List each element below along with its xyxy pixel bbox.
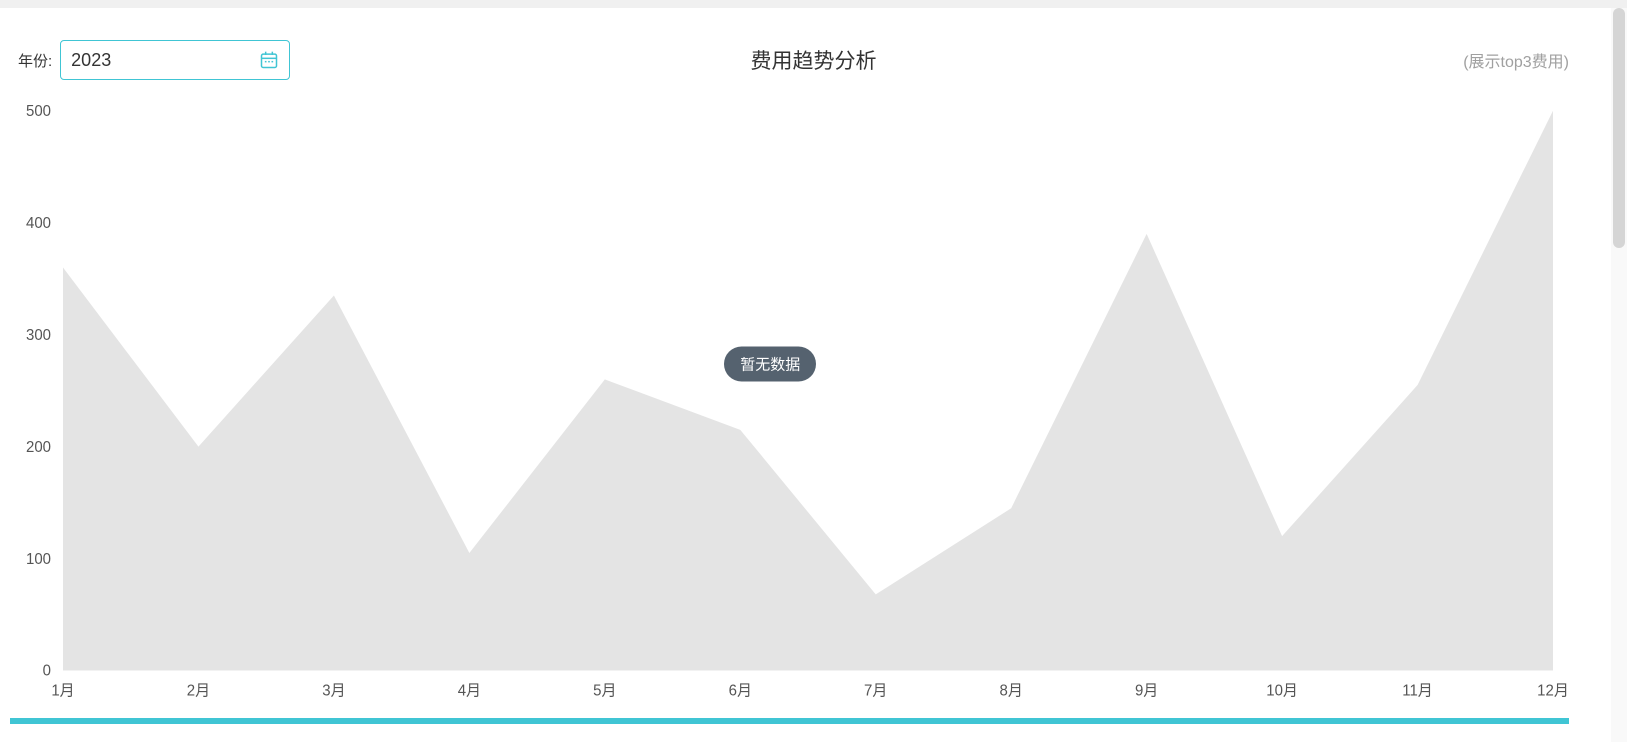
tooltip-badge: 暂无数据	[724, 346, 816, 381]
area-series	[63, 111, 1553, 671]
chart-subtitle: (展示top3费用)	[1463, 48, 1569, 72]
year-picker-value: 2023	[71, 50, 111, 71]
x-tick-label: 1月	[51, 682, 74, 699]
x-tick-label: 5月	[593, 682, 616, 699]
x-tick-label: 10月	[1266, 682, 1298, 699]
x-tick-label: 12月	[1537, 682, 1569, 699]
x-tick-label: 4月	[458, 682, 481, 699]
x-tick-label: 7月	[864, 682, 887, 699]
x-tick-label: 11月	[1402, 682, 1433, 699]
y-tick-label: 100	[26, 551, 51, 568]
scrollbar-thumb[interactable]	[1613, 8, 1625, 248]
x-tick-label: 6月	[729, 682, 752, 699]
y-tick-label: 300	[26, 327, 51, 344]
area-chart: 0 100 200 300 400 500 1月 2月 3月 4月 5月 6月 7月 8月 9月 10月 11月…	[18, 90, 1569, 712]
bottom-accent-bar	[10, 718, 1569, 724]
chart-title: 费用趋势分析	[751, 45, 877, 75]
y-tick-label: 400	[26, 215, 51, 232]
header-row: 年份: 2023 费用趋势分析 (展示top3费用)	[0, 35, 1627, 85]
x-tick-label: 9月	[1135, 682, 1158, 699]
chart-container: 0 100 200 300 400 500 1月 2月 3月 4月 5月 6月 7月 8月 9月 10月 11月…	[18, 90, 1569, 712]
x-tick-label: 2月	[187, 682, 210, 699]
x-tick-label: 3月	[322, 682, 345, 699]
top-bar	[0, 0, 1627, 8]
y-tick-label: 200	[26, 439, 51, 456]
year-picker[interactable]: 2023	[60, 40, 290, 80]
y-tick-label: 0	[43, 662, 51, 679]
year-label: 年份:	[18, 50, 52, 71]
x-tick-label: 8月	[1000, 682, 1023, 699]
y-tick-label: 500	[26, 103, 51, 120]
calendar-icon	[259, 50, 279, 70]
scrollbar-vertical[interactable]	[1611, 8, 1627, 742]
